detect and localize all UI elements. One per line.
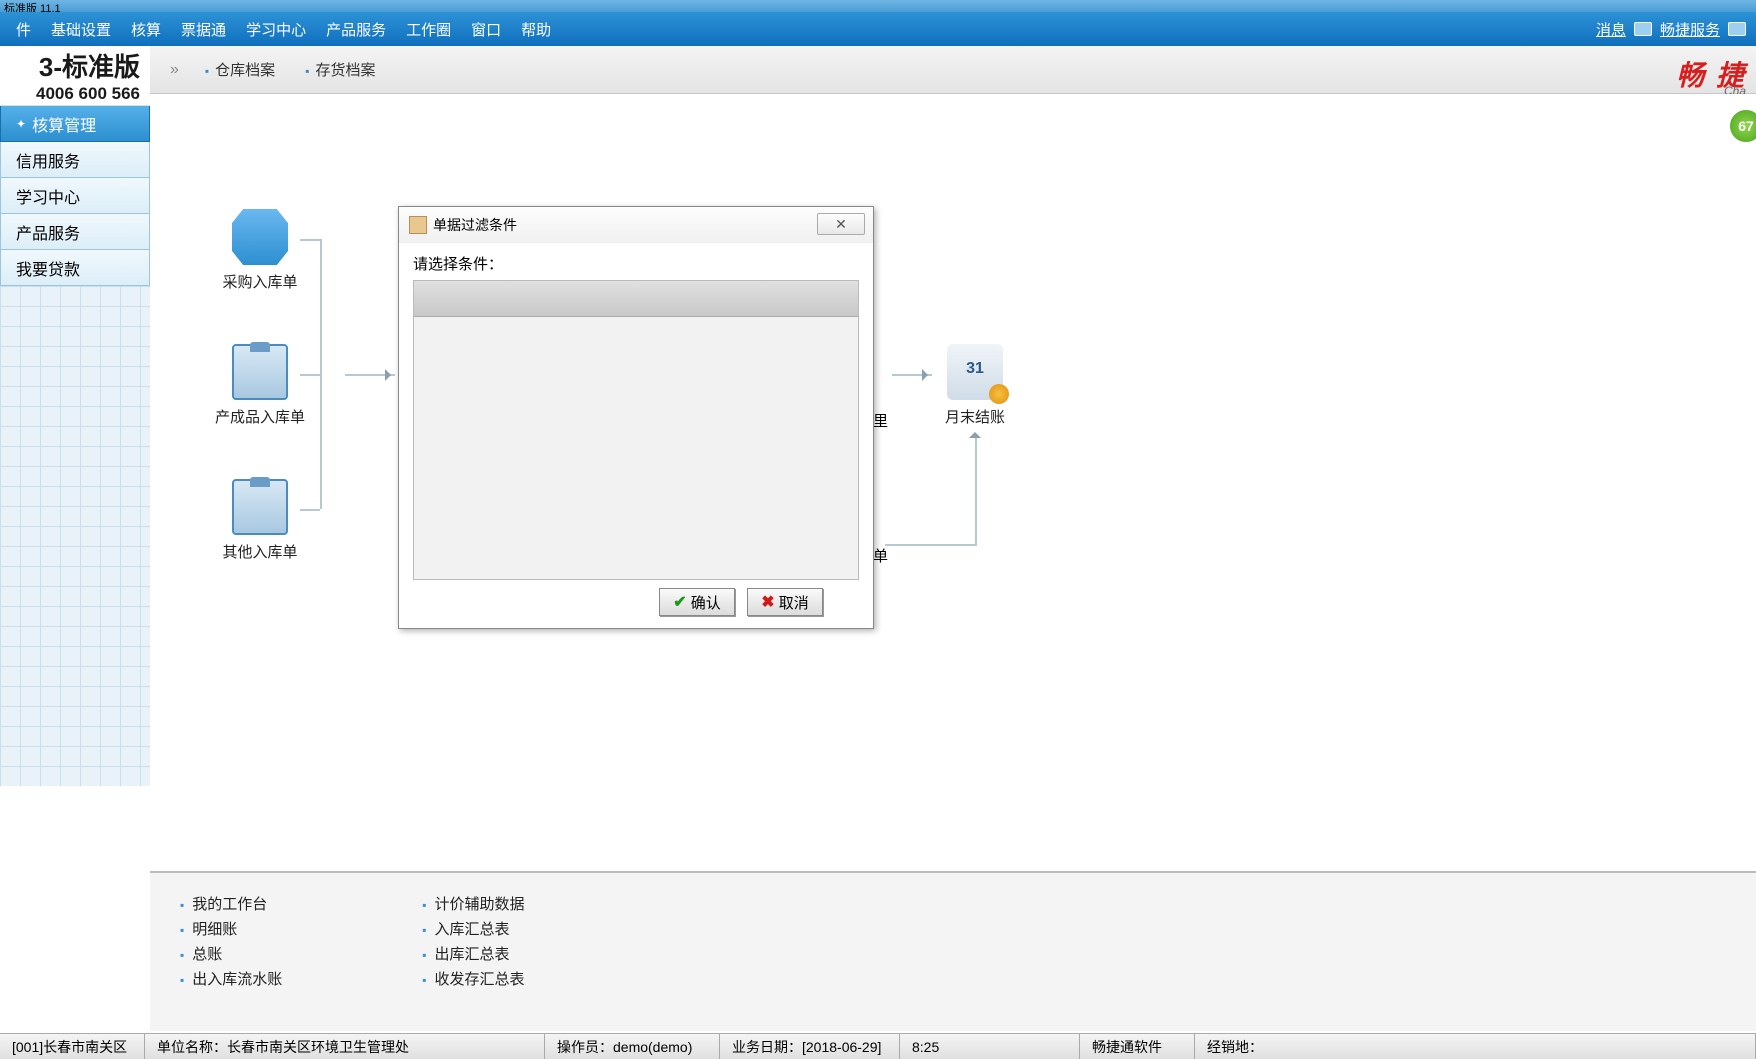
- menu-accounting[interactable]: 核算: [121, 19, 171, 40]
- status-time: 8:25: [900, 1034, 1080, 1059]
- calendar-icon: [947, 344, 1003, 400]
- hidden-node-partial-2: 单: [873, 545, 888, 566]
- menu-file[interactable]: 件: [6, 19, 41, 40]
- window-titlebar: 标准版 11.1: [0, 0, 1756, 12]
- dialog-title-text: 单据过滤条件: [433, 215, 517, 235]
- connector: [975, 434, 977, 544]
- link-messages[interactable]: 消息: [1596, 19, 1626, 40]
- message-icon[interactable]: [1634, 22, 1652, 36]
- logo-phone: 4006 600 566: [36, 84, 140, 104]
- connector: [300, 509, 320, 511]
- sidebar-item-learning-center[interactable]: 学习中心: [0, 178, 150, 214]
- cross-icon: ✖: [761, 592, 774, 612]
- breadcrumb-warehouse-archive[interactable]: 仓库档案: [205, 59, 275, 80]
- status-op-label: 操作员：: [557, 1037, 613, 1057]
- breadcrumb-inventory-archive[interactable]: 存货档案: [305, 59, 375, 80]
- main-menubar: 件 基础设置 核算 票据通 学习中心 产品服务 工作圈 窗口 帮助 消息 畅捷服…: [0, 12, 1756, 46]
- menu-basic-settings[interactable]: 基础设置: [41, 19, 121, 40]
- menu-help[interactable]: 帮助: [511, 19, 561, 40]
- dialog-close-button[interactable]: ✕: [817, 213, 865, 235]
- cancel-button[interactable]: ✖取消: [747, 588, 823, 616]
- link-service[interactable]: 畅捷服务: [1660, 19, 1720, 40]
- link-receive-send-summary[interactable]: 收发存汇总表: [422, 968, 524, 989]
- node-finished-goods-receipt[interactable]: 产成品入库单: [215, 344, 305, 427]
- grid-header: [414, 281, 858, 317]
- document-icon: [409, 216, 427, 234]
- sidebar-item-product-service[interactable]: 产品服务: [0, 214, 150, 250]
- status-date-value: [2018-06-29]: [802, 1039, 881, 1055]
- status-date-label: 业务日期：: [732, 1037, 802, 1057]
- arrow-icon: [892, 374, 932, 376]
- status-operator: 操作员： demo(demo): [545, 1034, 720, 1059]
- confirm-label: 确认: [691, 592, 721, 613]
- link-issue-summary[interactable]: 出库汇总表: [422, 943, 524, 964]
- link-general-ledger[interactable]: 总账: [180, 943, 282, 964]
- status-business-date: 业务日期： [2018-06-29]: [720, 1034, 900, 1059]
- workflow-canvas: 采购入库单 产成品入库单 其他入库单 月末结账 里 单: [150, 94, 1756, 839]
- sidebar-decoration: [0, 286, 150, 786]
- node-label: 产成品入库单: [215, 406, 305, 427]
- breadcrumb-chevron-icon[interactable]: »: [170, 61, 175, 79]
- menu-window[interactable]: 窗口: [461, 19, 511, 40]
- connector: [300, 239, 320, 241]
- clipboard-icon: [232, 344, 288, 400]
- node-label: 其他入库单: [215, 541, 305, 562]
- hidden-node-partial: 里: [873, 410, 888, 431]
- node-purchase-receipt[interactable]: 采购入库单: [215, 209, 305, 292]
- breadcrumb-bar: » 仓库档案 存货档案 畅 捷 Cha: [150, 46, 1756, 94]
- dialog-titlebar[interactable]: 单据过滤条件 ✕: [399, 207, 873, 243]
- sidebar: 3-标准版 4006 600 566 核算管理 信用服务 学习中心 产品服务 我…: [0, 46, 150, 946]
- status-unit: 单位名称： 长春市南关区环境卫生管理处: [145, 1034, 545, 1059]
- clipboard-icon: [232, 479, 288, 535]
- confirm-button[interactable]: ✔确认: [659, 588, 735, 616]
- menu-work-circle[interactable]: 工作圈: [396, 19, 461, 40]
- status-op-value: demo(demo): [613, 1039, 692, 1055]
- connector: [885, 544, 977, 546]
- link-my-workbench[interactable]: 我的工作台: [180, 893, 282, 914]
- arrow-icon: [345, 374, 395, 376]
- connector: [320, 239, 322, 509]
- product-logo: 3-标准版 4006 600 566: [0, 46, 150, 106]
- check-icon: ✔: [673, 592, 686, 612]
- menu-product-service[interactable]: 产品服务: [316, 19, 396, 40]
- node-other-receipt[interactable]: 其他入库单: [215, 479, 305, 562]
- node-label: 月末结账: [930, 406, 1020, 427]
- menu-invoice[interactable]: 票据通: [171, 19, 236, 40]
- node-label: 采购入库单: [215, 271, 305, 292]
- status-distributor: 经销地：: [1195, 1034, 1756, 1059]
- service-icon[interactable]: [1728, 22, 1746, 36]
- sidebar-item-accounting-mgmt[interactable]: 核算管理: [0, 106, 150, 142]
- status-unit-value: 长春市南关区环境卫生管理处: [227, 1037, 409, 1057]
- sidebar-item-credit-service[interactable]: 信用服务: [0, 142, 150, 178]
- status-unit-label: 单位名称：: [157, 1037, 227, 1057]
- link-pricing-aux-data[interactable]: 计价辅助数据: [422, 893, 524, 914]
- conditions-grid[interactable]: [413, 280, 859, 580]
- sidebar-item-loan[interactable]: 我要贷款: [0, 250, 150, 286]
- link-in-out-flow[interactable]: 出入库流水账: [180, 968, 282, 989]
- dialog-prompt-label: 请选择条件：: [413, 253, 859, 274]
- status-account: [001]长春市南关区: [0, 1034, 145, 1059]
- filter-conditions-dialog: 单据过滤条件 ✕ 请选择条件： ✔确认 ✖取消: [398, 206, 874, 629]
- box-icon: [232, 209, 288, 265]
- bottom-links-area: 我的工作台 明细账 总账 出入库流水账 计价辅助数据 入库汇总表 出库汇总表 收…: [150, 871, 1756, 1031]
- status-vendor: 畅捷通软件: [1080, 1034, 1195, 1059]
- cancel-label: 取消: [779, 592, 809, 613]
- notification-badge[interactable]: 67: [1728, 108, 1756, 144]
- statusbar: [001]长春市南关区 单位名称： 长春市南关区环境卫生管理处 操作员： dem…: [0, 1033, 1756, 1059]
- connector: [300, 374, 320, 376]
- arrow-up-icon: [969, 426, 981, 438]
- menu-learning[interactable]: 学习中心: [236, 19, 316, 40]
- link-detail-account[interactable]: 明细账: [180, 918, 282, 939]
- node-month-end-closing[interactable]: 月末结账: [930, 344, 1020, 427]
- link-receipt-summary[interactable]: 入库汇总表: [422, 918, 524, 939]
- logo-main-text: 3-标准版: [39, 47, 140, 84]
